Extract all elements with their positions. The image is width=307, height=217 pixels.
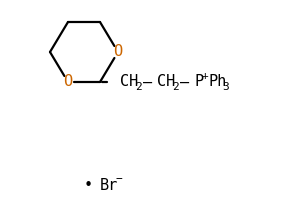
- Text: 2: 2: [135, 82, 142, 92]
- Text: +: +: [202, 71, 209, 81]
- Text: −: −: [115, 174, 122, 184]
- Text: CH: CH: [157, 74, 175, 89]
- Text: O: O: [114, 44, 122, 59]
- Text: Ph: Ph: [208, 74, 226, 89]
- Text: —: —: [180, 74, 189, 89]
- Text: Br: Br: [100, 178, 118, 192]
- Text: 2: 2: [172, 82, 179, 92]
- Text: —: —: [143, 74, 152, 89]
- Text: •: •: [84, 178, 93, 192]
- Text: P: P: [194, 74, 203, 89]
- Text: CH: CH: [120, 74, 138, 89]
- Text: O: O: [64, 74, 72, 89]
- Text: 3: 3: [222, 82, 229, 92]
